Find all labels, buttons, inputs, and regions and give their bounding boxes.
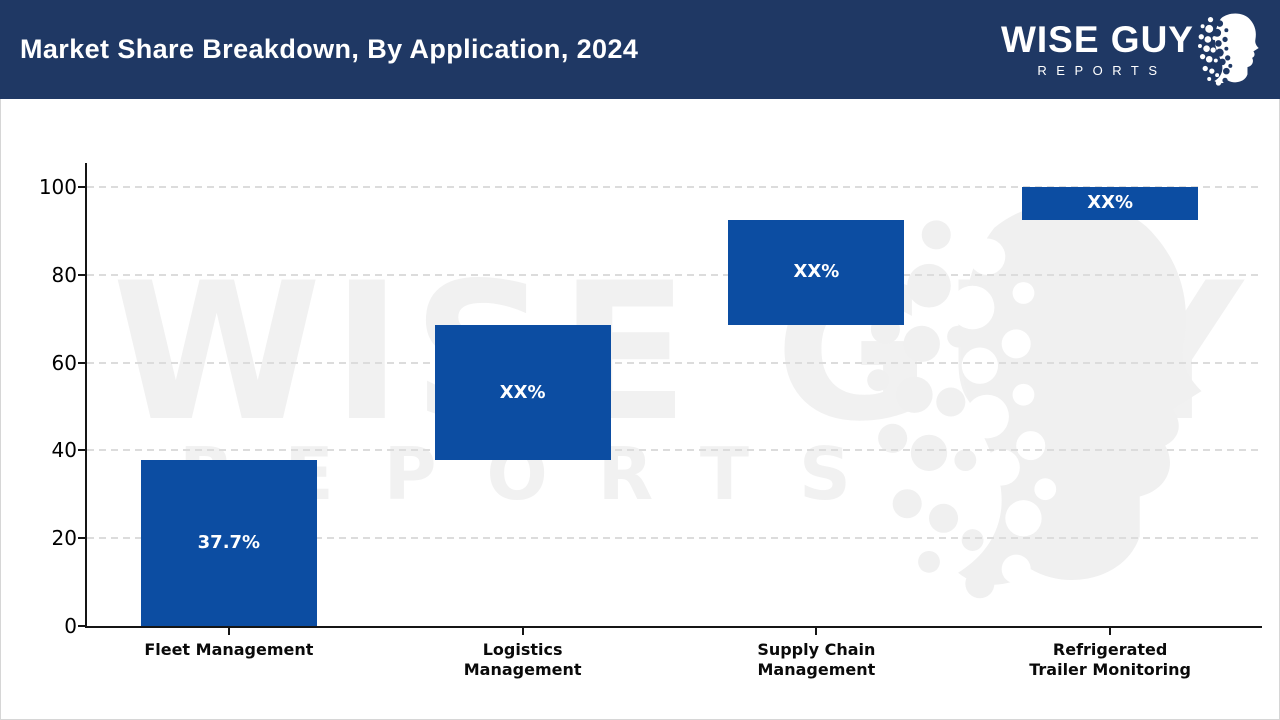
y-tick-mark (78, 537, 86, 540)
x-tick-mark (815, 628, 818, 635)
bar-logistics-management (434, 324, 611, 461)
brand-name: WISE GUY (1000, 19, 1194, 60)
bar-refrigerated-trailer-monitoring (1022, 187, 1199, 220)
y-tick-mark (78, 273, 86, 276)
y-tick-mark (78, 625, 86, 627)
bar-value-label: XX% (1087, 192, 1134, 214)
y-axis-line (85, 163, 87, 628)
gridline (87, 273, 1262, 276)
wiseguy-face-icon (1197, 13, 1259, 86)
x-category-label-supply-chain-management: Supply Chain Management (757, 640, 876, 679)
y-tick-mark (78, 449, 86, 452)
x-category-label-fleet-management: Fleet Management (144, 640, 314, 659)
watermark-face-icon (867, 201, 1202, 599)
x-tick-mark (1109, 628, 1112, 635)
gridline (87, 449, 1262, 452)
y-tick-mark (78, 361, 86, 364)
bar-supply-chain-management (728, 219, 905, 325)
x-tick-mark (227, 628, 230, 635)
x-axis-line (85, 626, 1262, 628)
y-tick-label: 100 (38, 175, 77, 199)
bar-value-label: XX% (793, 261, 840, 283)
bar-value-label: XX% (499, 381, 546, 403)
y-tick-label: 80 (51, 262, 77, 287)
brand-subtitle: REPORTS (1037, 63, 1167, 78)
x-category-label-logistics-management: Logistics Management (463, 640, 582, 679)
y-tick-label: 0 (64, 614, 77, 638)
gridline (87, 361, 1262, 364)
gridline (87, 537, 1262, 540)
bar-fleet-management (140, 460, 317, 626)
y-tick-mark (78, 186, 86, 188)
header-bar: Market Share Breakdown, By Application, … (0, 0, 1280, 99)
gridline (87, 186, 1262, 188)
x-category-label-refrigerated-trailer-monitoring: Refrigerated Trailer Monitoring (1029, 640, 1192, 679)
y-tick-label: 40 (51, 438, 77, 463)
wiseguy-logo: WISE GUY REPORTS (1001, 9, 1262, 91)
bar-value-label: 37.7% (197, 532, 261, 554)
page-title: Market Share Breakdown, By Application, … (20, 34, 639, 64)
y-tick-label: 20 (51, 526, 77, 551)
wiseguy-logo-text: WISE GUY REPORTS (1001, 21, 1194, 78)
x-tick-mark (521, 628, 524, 635)
y-tick-label: 60 (51, 350, 77, 375)
